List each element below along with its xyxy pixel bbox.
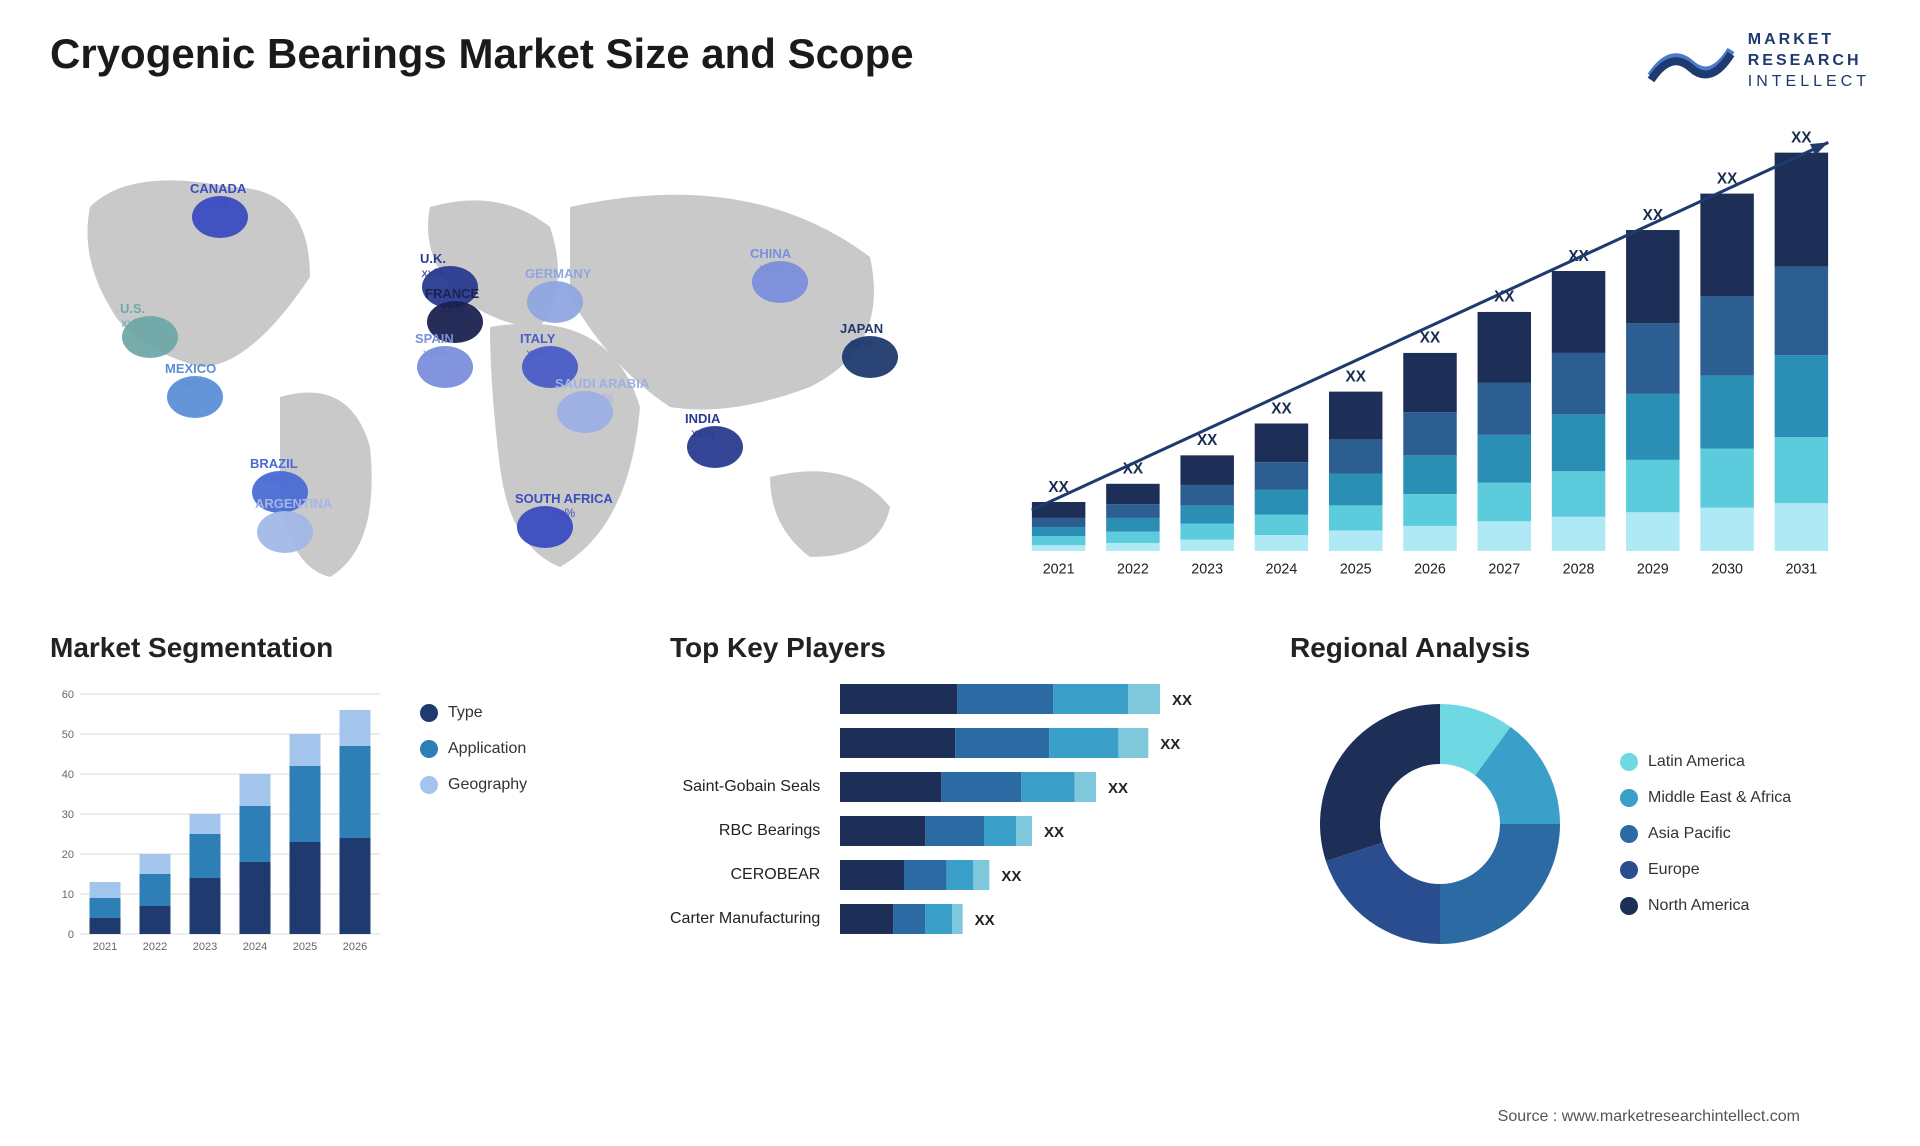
regional-legend: Latin America Middle East & Africa Asia Pa… bbox=[1620, 733, 1791, 915]
map-label-spain: SPAINxx% bbox=[415, 332, 454, 359]
regional-title: Regional Analysis bbox=[1290, 632, 1870, 664]
map-label-brazil: BRAZILxx% bbox=[250, 457, 298, 484]
map-label-italy: ITALYxx% bbox=[520, 332, 555, 359]
segmentation-panel: Market Segmentation 0 10 20 30 40 50 60 2021 202… bbox=[50, 632, 630, 992]
svg-text:2029: 2029 bbox=[1637, 562, 1669, 578]
svg-text:2024: 2024 bbox=[243, 941, 267, 953]
segmentation-legend-item: Application bbox=[420, 740, 527, 758]
svg-text:2024: 2024 bbox=[1266, 562, 1298, 578]
player-labels: Saint-Gobain Seals RBC Bearings CEROBEAR Ca… bbox=[670, 684, 820, 934]
map-label-argentina: ARGENTINAxx% bbox=[255, 497, 332, 524]
svg-text:XX: XX bbox=[1420, 330, 1441, 347]
map-label-mexico: MEXICOxx% bbox=[165, 362, 216, 389]
svg-text:XX: XX bbox=[1791, 130, 1812, 147]
growth-chart-svg: XX2021XX2022XX2023XX2024XX2025XX2026XX20… bbox=[990, 122, 1870, 602]
players-chart-svg: XX XX XX XX XX XX bbox=[840, 684, 1220, 964]
svg-text:2028: 2028 bbox=[1563, 562, 1595, 578]
svg-text:XX: XX bbox=[1161, 736, 1181, 753]
map-label-india: INDIAxx% bbox=[685, 412, 720, 439]
svg-text:2023: 2023 bbox=[1191, 562, 1223, 578]
svg-text:2027: 2027 bbox=[1488, 562, 1520, 578]
map-label-japan: JAPANxx% bbox=[840, 322, 883, 349]
segmentation-legend: Type Application Geography bbox=[420, 684, 527, 964]
svg-text:XX: XX bbox=[1002, 868, 1022, 885]
svg-text:XX: XX bbox=[975, 912, 995, 929]
logo-line1: MARKET bbox=[1748, 30, 1870, 51]
player-label: Carter Manufacturing bbox=[670, 904, 820, 934]
segmentation-chart-svg: 0 10 20 30 40 50 60 2021 2022 2023 2024 2025 2026 bbox=[50, 684, 390, 964]
logo-line3: INTELLECT bbox=[1748, 72, 1870, 93]
player-label: Saint-Gobain Seals bbox=[682, 772, 820, 802]
regional-legend-item: Middle East & Africa bbox=[1620, 789, 1791, 807]
svg-text:2025: 2025 bbox=[293, 941, 317, 953]
map-label-france: FRANCExx% bbox=[425, 287, 479, 314]
player-label: RBC Bearings bbox=[719, 816, 820, 846]
map-label-canada: CANADAxx% bbox=[190, 182, 246, 209]
svg-text:XX: XX bbox=[1346, 369, 1367, 386]
regional-legend-item: Asia Pacific bbox=[1620, 825, 1791, 843]
svg-text:2026: 2026 bbox=[343, 941, 367, 953]
map-label-china: CHINAxx% bbox=[750, 247, 791, 274]
svg-text:2022: 2022 bbox=[143, 941, 167, 953]
segmentation-title: Market Segmentation bbox=[50, 632, 630, 664]
svg-text:XX: XX bbox=[1197, 433, 1218, 450]
svg-text:10: 10 bbox=[62, 889, 74, 901]
svg-text:2023: 2023 bbox=[193, 941, 217, 953]
svg-text:2021: 2021 bbox=[93, 941, 117, 953]
svg-text:2021: 2021 bbox=[1043, 562, 1075, 578]
regional-donut-svg bbox=[1290, 684, 1590, 964]
regional-legend-item: Latin America bbox=[1620, 753, 1791, 771]
svg-text:0: 0 bbox=[68, 929, 74, 941]
regional-panel: Regional Analysis Latin America Middle Ea… bbox=[1290, 632, 1870, 992]
source-attribution: Source : www.marketresearchintellect.com bbox=[1498, 1108, 1800, 1126]
svg-text:2025: 2025 bbox=[1340, 562, 1372, 578]
segmentation-legend-item: Type bbox=[420, 704, 527, 722]
player-label: CEROBEAR bbox=[731, 860, 821, 890]
svg-text:60: 60 bbox=[62, 689, 74, 701]
map-label-germany: GERMANYxx% bbox=[525, 267, 591, 294]
svg-text:50: 50 bbox=[62, 729, 74, 741]
map-label-u-k-: U.K.xx% bbox=[420, 252, 446, 279]
segmentation-legend-item: Geography bbox=[420, 776, 527, 794]
players-title: Top Key Players bbox=[670, 632, 1250, 664]
regional-legend-item: North America bbox=[1620, 897, 1791, 915]
svg-text:2026: 2026 bbox=[1414, 562, 1446, 578]
logo-icon bbox=[1646, 36, 1736, 86]
world-map-panel: CANADAxx% U.S.xx% MEXICOxx% BRAZILxx% ARGENT… bbox=[50, 122, 950, 602]
map-label-south-africa: SOUTH AFRICAxx% bbox=[515, 492, 613, 519]
svg-text:XX: XX bbox=[1108, 780, 1128, 797]
svg-text:2022: 2022 bbox=[1117, 562, 1149, 578]
svg-text:XX: XX bbox=[1271, 401, 1292, 418]
map-label-u-s-: U.S.xx% bbox=[120, 302, 145, 329]
brand-logo: MARKET RESEARCH INTELLECT bbox=[1646, 30, 1870, 92]
svg-text:40: 40 bbox=[62, 769, 74, 781]
svg-text:30: 30 bbox=[62, 809, 74, 821]
svg-text:XX: XX bbox=[1044, 824, 1064, 841]
page-title: Cryogenic Bearings Market Size and Scope bbox=[50, 30, 914, 78]
growth-chart-panel: XX2021XX2022XX2023XX2024XX2025XX2026XX20… bbox=[990, 122, 1870, 602]
map-label-saudi-arabia: SAUDI ARABIAxx% bbox=[555, 377, 649, 404]
regional-legend-item: Europe bbox=[1620, 861, 1791, 879]
logo-line2: RESEARCH bbox=[1748, 51, 1870, 72]
players-panel: Top Key Players Saint-Gobain Seals RBC Be… bbox=[670, 632, 1250, 992]
svg-text:20: 20 bbox=[62, 849, 74, 861]
svg-text:2031: 2031 bbox=[1785, 562, 1817, 578]
svg-text:2030: 2030 bbox=[1711, 562, 1743, 578]
svg-text:XX: XX bbox=[1172, 692, 1192, 709]
